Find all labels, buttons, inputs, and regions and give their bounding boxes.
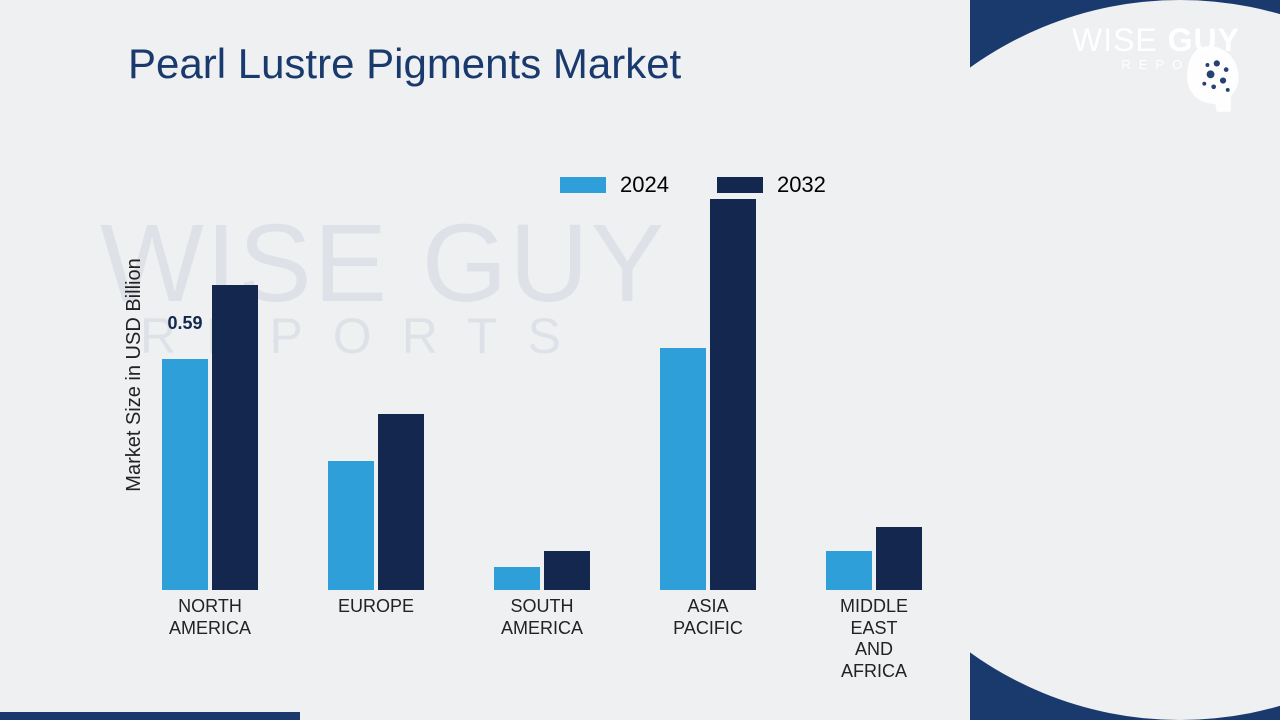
footer-accent-bar: [0, 712, 300, 720]
bar: [710, 199, 756, 590]
category-label: SOUTHAMERICA: [501, 596, 583, 639]
bar: [494, 567, 540, 590]
category-label: EUROPE: [338, 596, 414, 618]
bar: [826, 551, 872, 590]
bar: [876, 527, 922, 590]
chart-title: Pearl Lustre Pigments Market: [128, 40, 681, 88]
category-label: ASIAPACIFIC: [673, 596, 743, 639]
category-label: MIDDLEEASTANDAFRICA: [840, 596, 908, 682]
bar: [328, 461, 374, 590]
chart-canvas: WISE GUY REPORTS Pearl Lustre Pigments M…: [0, 0, 1280, 720]
bar: [544, 551, 590, 590]
bar: [660, 348, 706, 590]
category-label: NORTHAMERICA: [169, 596, 251, 639]
bar: [162, 359, 208, 590]
brand-head-icon: [1170, 40, 1248, 118]
bar-value-label: 0.59: [167, 313, 202, 334]
bar-chart: Market Size in USD Billion 0.59: [92, 160, 952, 590]
bar: [212, 285, 258, 590]
brand-word-1: WISE: [1072, 22, 1158, 58]
bar: [378, 414, 424, 590]
brand-logo: WISE GUY REPORTS: [1072, 22, 1240, 72]
plot-area: 0.59: [126, 160, 952, 590]
